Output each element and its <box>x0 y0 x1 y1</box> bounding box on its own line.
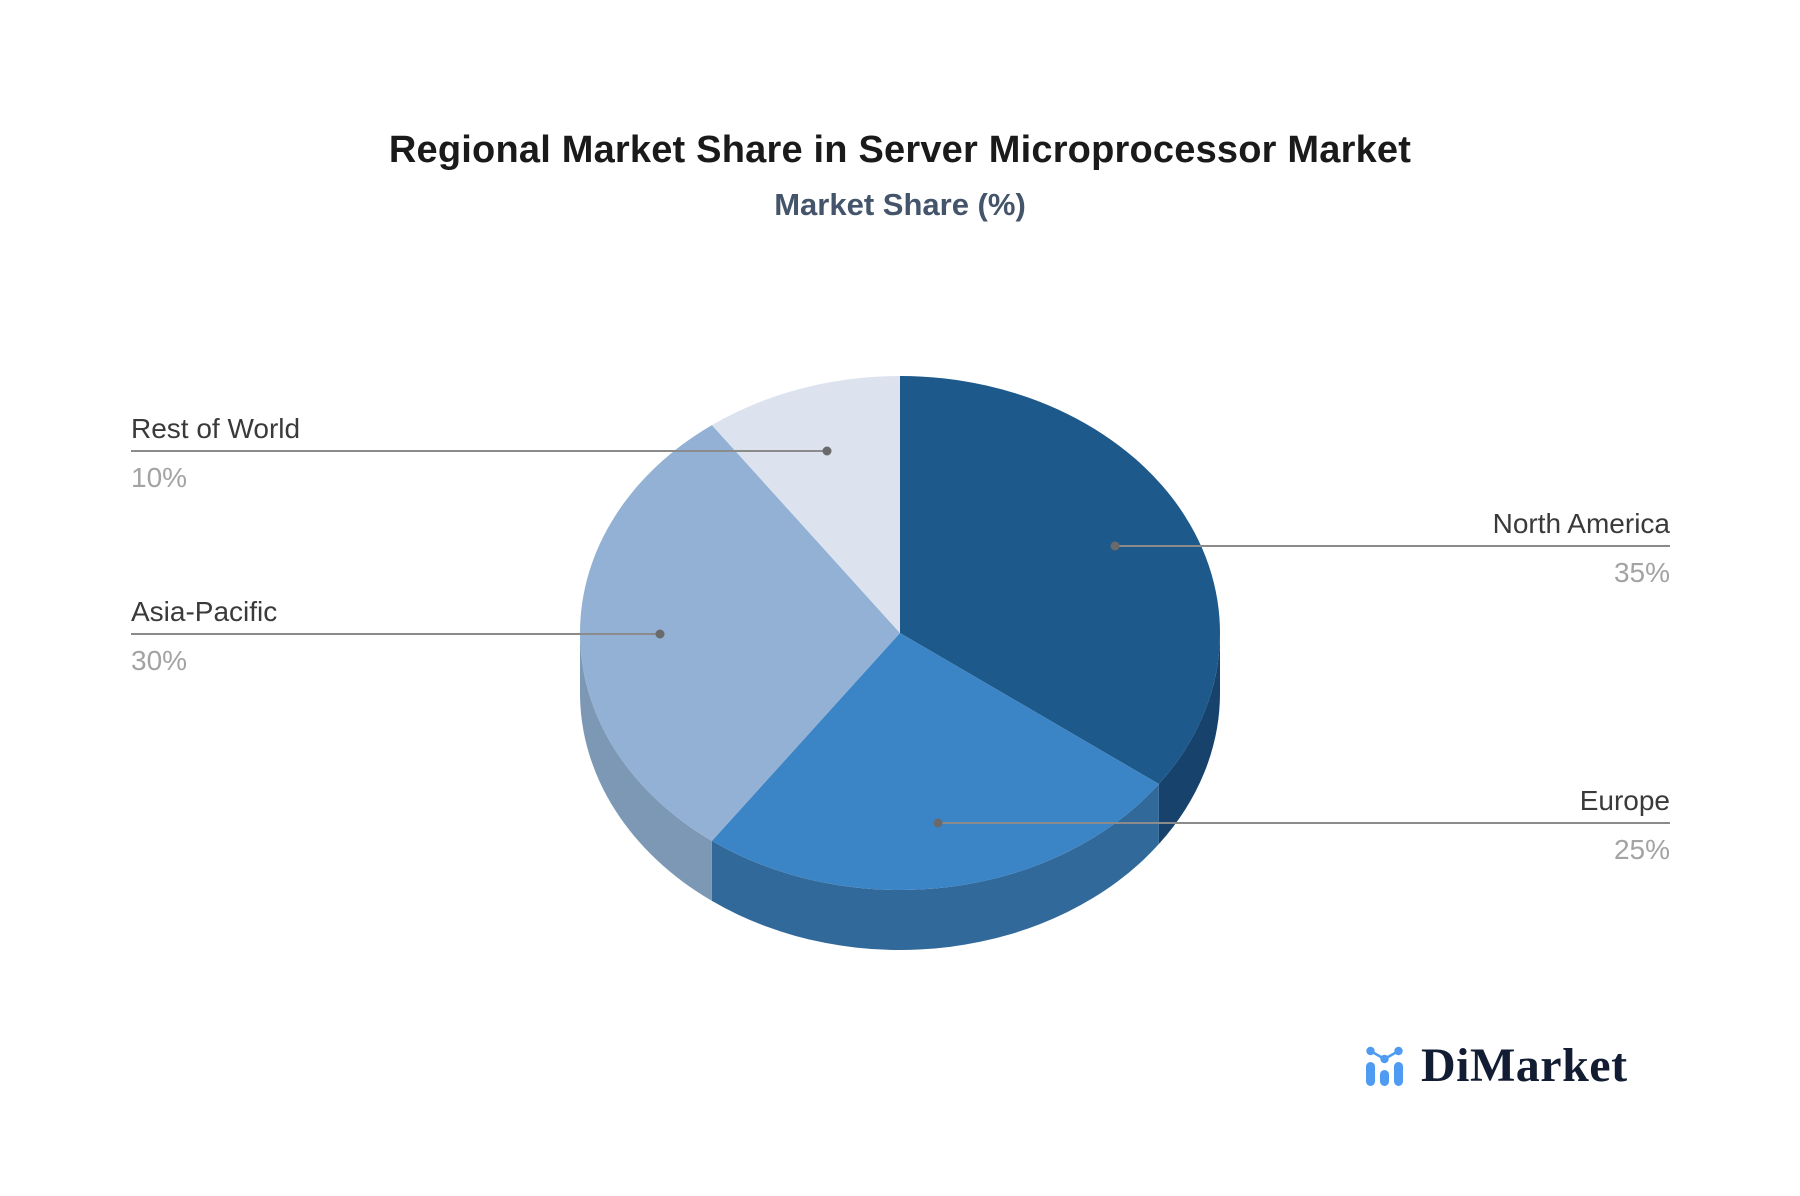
pie-slice-side-north-america <box>1158 633 1220 845</box>
slice-label-value: 30% <box>131 645 188 676</box>
leader-dot-rest-of-world <box>822 446 832 456</box>
slice-label-name: Rest of World <box>131 413 301 444</box>
leader-dot-asia-pacific <box>655 629 665 639</box>
bar-line-chart-icon <box>1366 1046 1403 1086</box>
slice-label-name: North America <box>1492 508 1670 539</box>
slice-label-value: 25% <box>1613 834 1670 865</box>
leader-dot-north-america <box>1110 541 1120 551</box>
pie-slice-side-asia-pacific <box>580 633 712 901</box>
slice-label-value: 10% <box>131 462 188 493</box>
pie-slice-rest-of-world <box>711 376 900 633</box>
chart-subtitle: Market Share (%) <box>774 187 1026 222</box>
chart-title: Regional Market Share in Server Micropro… <box>388 129 1412 171</box>
slice-label-value: 35% <box>1613 557 1670 588</box>
leader-dot-europe <box>933 818 943 828</box>
pie-slice-side-europe <box>711 784 1159 951</box>
brand-name: DiMarket <box>1421 1039 1628 1092</box>
slice-label-name: Asia-Pacific <box>131 596 278 627</box>
pie-slice-europe <box>711 633 1159 891</box>
pie-slice-north-america <box>900 376 1221 785</box>
slice-label-name: Europe <box>1579 785 1670 816</box>
pie-slice-asia-pacific <box>579 425 900 841</box>
brand-logo: DiMarket <box>1364 1042 1628 1090</box>
